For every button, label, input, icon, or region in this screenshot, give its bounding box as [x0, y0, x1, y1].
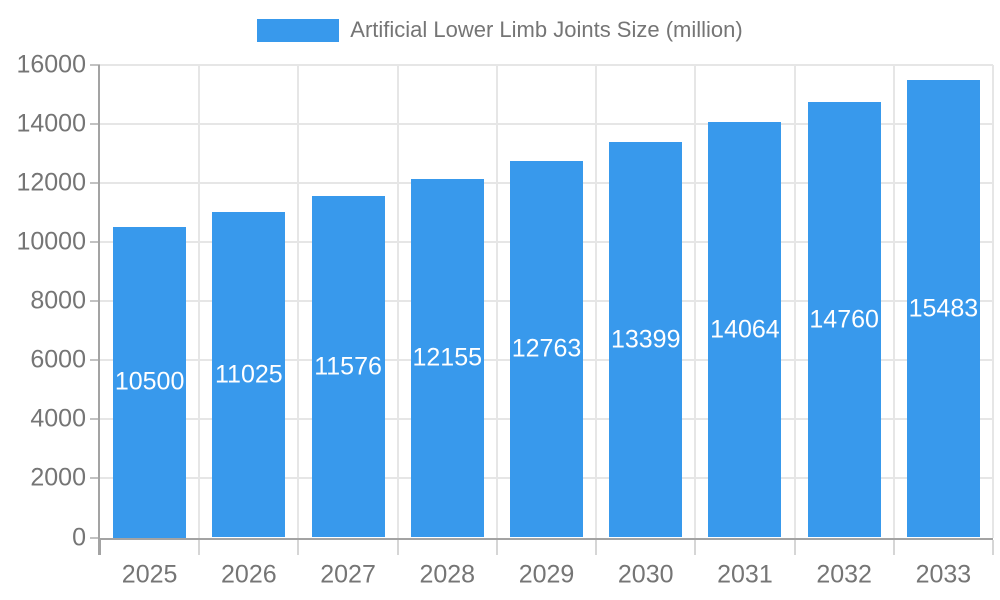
- bar: [311, 195, 385, 538]
- x-tick-label: 2030: [617, 560, 674, 589]
- bar-value-label: 14064: [710, 315, 780, 344]
- legend-swatch: [257, 18, 340, 42]
- x-tick-label: 2033: [915, 560, 972, 589]
- y-tick-label: 6000: [30, 345, 86, 374]
- bar-value-label: 15483: [908, 294, 979, 323]
- bar-value-label: 11576: [314, 352, 382, 381]
- y-grid-line: [100, 123, 993, 126]
- y-tick: [90, 300, 100, 303]
- bar: [807, 101, 881, 538]
- y-tick-label: 16000: [16, 50, 86, 79]
- bar: [113, 227, 187, 538]
- x-tick: [297, 539, 300, 555]
- x-tick-label: 2028: [419, 560, 476, 589]
- y-tick-label: 12000: [16, 168, 86, 197]
- x-axis-line: [98, 537, 993, 540]
- x-tick: [99, 539, 101, 555]
- x-grid-line: [892, 65, 895, 538]
- x-tick-label: 2031: [717, 560, 773, 589]
- x-grid-line: [694, 65, 697, 538]
- y-axis-line: [98, 65, 100, 555]
- y-grid-line: [100, 64, 993, 66]
- x-grid-line: [793, 65, 796, 538]
- x-tick: [198, 539, 201, 555]
- bar-value-label: 13399: [610, 325, 681, 354]
- y-tick: [90, 359, 100, 362]
- x-grid-line: [198, 65, 201, 538]
- x-tick: [892, 539, 895, 555]
- legend-label: Artificial Lower Limb Joints Size (milli…: [350, 17, 743, 42]
- x-tick: [694, 539, 697, 555]
- bar-value-label: 14760: [809, 305, 879, 334]
- x-tick-label: 2029: [518, 560, 575, 589]
- bar-value-label: 12763: [511, 334, 582, 363]
- x-tick-label: 2026: [221, 560, 277, 589]
- y-tick: [90, 418, 100, 421]
- y-tick: [90, 536, 100, 539]
- x-tick-label: 2032: [816, 560, 872, 589]
- y-tick: [90, 123, 100, 126]
- bar: [609, 141, 683, 538]
- y-tick-label: 0: [72, 523, 86, 551]
- x-tick-label: 2027: [320, 560, 376, 589]
- x-tick: [992, 539, 994, 555]
- y-tick-label: 10000: [16, 227, 86, 256]
- x-tick-label: 2025: [121, 560, 178, 589]
- y-tick: [90, 64, 100, 66]
- y-tick: [90, 477, 100, 480]
- x-tick: [793, 539, 796, 555]
- bar: [708, 122, 782, 538]
- x-tick: [495, 539, 498, 555]
- x-grid-line: [992, 65, 994, 538]
- y-tick-label: 4000: [30, 404, 86, 433]
- y-tick-label: 14000: [16, 109, 86, 138]
- x-grid-line: [495, 65, 498, 538]
- legend: Artificial Lower Limb Joints Size (milli…: [0, 17, 1000, 43]
- y-tick: [90, 241, 100, 244]
- x-tick: [396, 539, 399, 555]
- x-grid-line: [297, 65, 300, 538]
- y-tick-label: 8000: [30, 286, 86, 315]
- bar: [510, 160, 583, 538]
- bar-value-label: 10500: [114, 367, 185, 396]
- bar: [410, 178, 484, 538]
- bar: [906, 80, 980, 538]
- x-grid-line: [595, 65, 598, 538]
- x-grid-line: [396, 65, 399, 538]
- x-tick: [595, 539, 598, 555]
- bar: [212, 211, 286, 538]
- bar-value-label: 12155: [412, 343, 483, 372]
- y-tick-label: 2000: [30, 463, 86, 492]
- bar-value-label: 11025: [214, 360, 283, 389]
- y-tick: [90, 182, 100, 185]
